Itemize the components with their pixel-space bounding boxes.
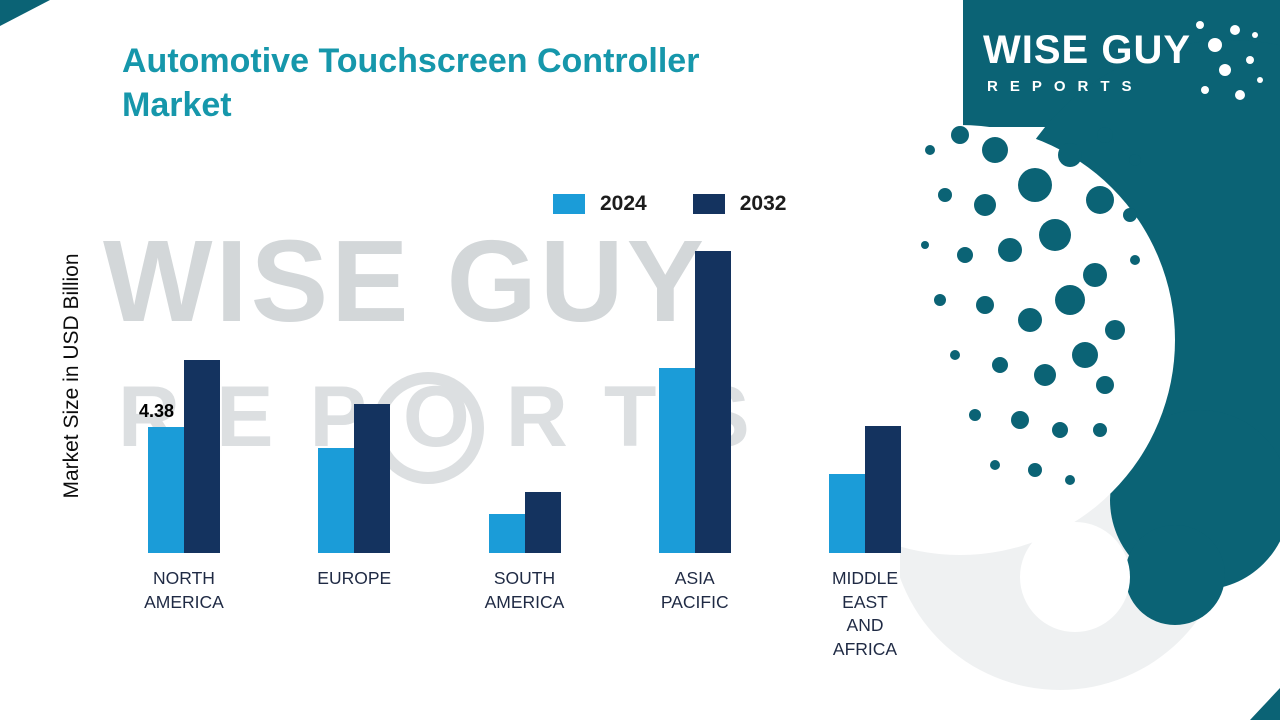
category-label-north-america: NORTH AMERICA	[144, 568, 224, 612]
bar-2024-south-america	[488, 514, 525, 553]
bars-europe	[318, 250, 391, 553]
bar-group-south-america: SOUTH AMERICA	[450, 250, 600, 662]
bar-group-europe: EUROPE	[279, 250, 429, 662]
bar-group-north-america: 4.38 NORTH AMERICA	[109, 250, 259, 662]
bar-value-label: 4.38	[139, 401, 175, 421]
legend-swatch-2024	[553, 194, 585, 214]
category-label-south-america: SOUTH AMERICA	[484, 568, 565, 612]
bar-group-middle-east-and-africa: MIDDLE EAST AND AFRICA	[790, 250, 940, 662]
bar-group-asia-pacific: ASIA PACIFIC	[620, 250, 770, 662]
legend-item-2032: 2032	[692, 192, 787, 216]
plot-area: 4.38 NORTH AMERICA EUROPE SOUTH AMERICA ASIA…	[109, 250, 940, 662]
corner-accent-top-left	[0, 0, 50, 26]
bar-2024-europe	[318, 448, 355, 553]
y-axis-label: Market Size in USD Billion	[60, 253, 83, 499]
bars-south-america	[488, 250, 561, 553]
brand-subname: REPORTS	[987, 78, 1144, 95]
bars-middle-east-and-africa	[829, 250, 901, 553]
bar-2024-middle-east-and-africa	[829, 474, 865, 553]
category-label-asia-pacific: ASIA PACIFIC	[660, 568, 729, 612]
bar-chart: 4.38 NORTH AMERICA EUROPE SOUTH AMERICA ASIA…	[109, 250, 940, 662]
brand-logo: WISE GUY REPORTS	[983, 28, 1191, 95]
logo-dot-pattern	[1196, 21, 1263, 100]
bars-asia-pacific	[658, 250, 731, 553]
bar-2032-asia-pacific	[694, 251, 731, 553]
bars-north-america: 4.38	[139, 250, 220, 553]
category-label-middle-east-and-africa: MIDDLE EAST AND AFRICA	[831, 568, 899, 659]
legend-label-2032: 2032	[739, 192, 787, 215]
bar-2032-europe	[354, 404, 391, 553]
bar-2024-north-america: 4.38	[139, 401, 184, 553]
head-silhouette-graphic	[900, 0, 1280, 690]
legend-label-2024: 2024	[600, 192, 647, 215]
brand-name: WISE GUY	[983, 28, 1192, 72]
bar-2024-asia-pacific	[658, 368, 695, 553]
bar-2032-south-america	[524, 492, 561, 553]
corner-accent-bottom-right	[1250, 688, 1280, 720]
category-label-europe: EUROPE	[317, 568, 392, 588]
dot-pattern	[921, 126, 1141, 485]
legend-swatch-2032	[692, 194, 725, 214]
bar-2032-middle-east-and-africa	[865, 426, 901, 553]
page-title: Automotive Touchscreen Controller Market	[122, 42, 700, 124]
legend-item-2024: 2024	[553, 192, 647, 216]
bar-2032-north-america	[184, 360, 220, 553]
legend: 2024 2032	[553, 192, 786, 216]
